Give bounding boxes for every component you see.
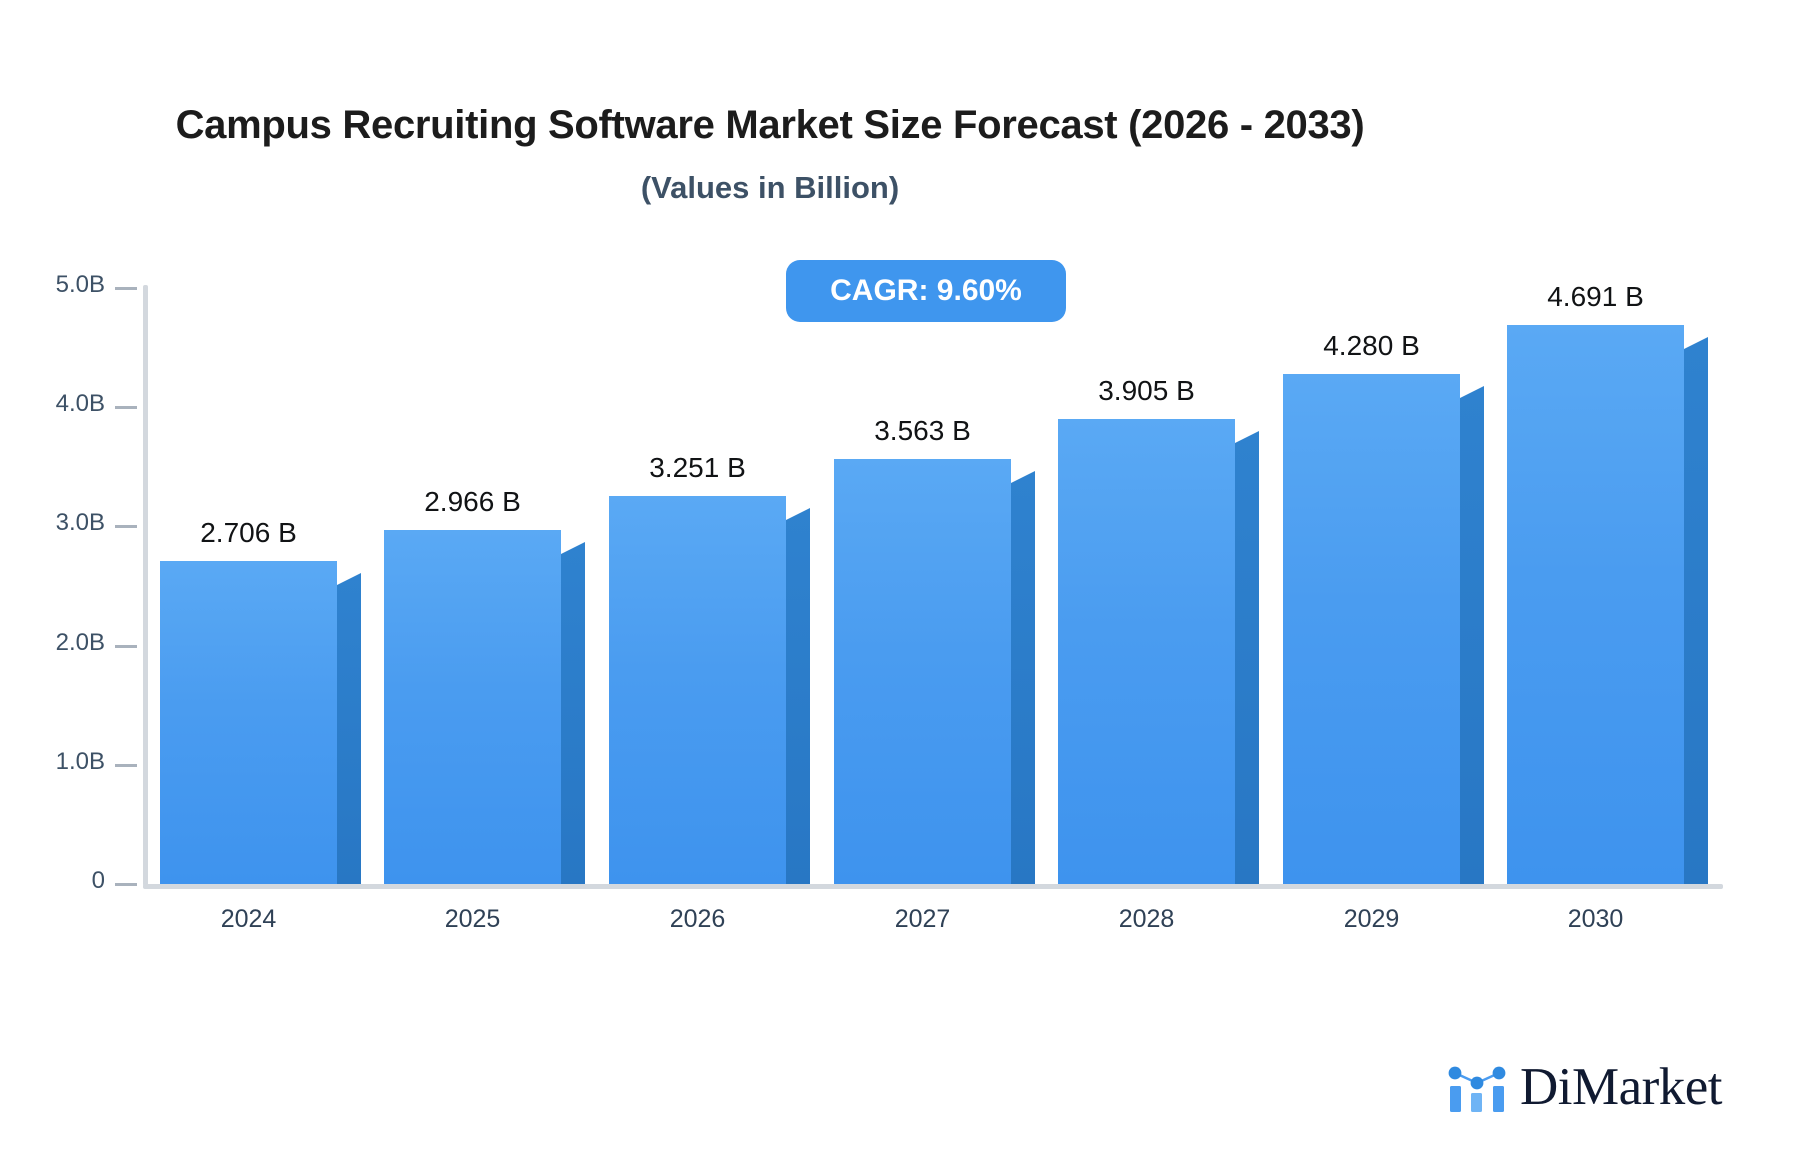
bar-front-face bbox=[1507, 325, 1684, 884]
bar-side-face bbox=[1235, 431, 1259, 884]
x-axis-tick-label: 2026 bbox=[669, 905, 726, 933]
dimarket-logo: DiMarket bbox=[1448, 1058, 1723, 1116]
bar: 4.280 B bbox=[1283, 330, 1484, 884]
x-axis-tick-label: 2029 bbox=[1343, 905, 1400, 933]
y-axis-tick-mark bbox=[115, 406, 137, 410]
chart-title: Campus Recruiting Software Market Size F… bbox=[175, 103, 1365, 147]
y-axis-tick-label: 2.0B bbox=[55, 628, 105, 656]
y-axis-tick-mark bbox=[115, 287, 137, 290]
bar-front-face bbox=[1058, 419, 1235, 884]
bar-side-face bbox=[1011, 471, 1035, 884]
bar-front-face bbox=[1283, 374, 1460, 884]
bar-front-face bbox=[384, 530, 561, 884]
x-axis-tick-label: 2024 bbox=[220, 905, 277, 933]
x-axis-tick-label: 2025 bbox=[444, 905, 501, 933]
y-axis-tick-mark bbox=[115, 883, 137, 886]
bar-side-face bbox=[1684, 337, 1708, 884]
chart-subtitle: (Values in Billion) bbox=[640, 170, 900, 205]
y-axis-tick-label: 3.0B bbox=[55, 509, 105, 537]
bar-value-label: 3.905 B bbox=[1098, 375, 1195, 406]
y-axis-tick-label: 5.0B bbox=[55, 271, 105, 298]
y-axis-tick-label: 1.0B bbox=[55, 747, 105, 775]
bar-side-face bbox=[561, 542, 585, 884]
bar-value-label: 3.563 B bbox=[874, 415, 971, 446]
x-axis-tick-label: 2027 bbox=[894, 905, 951, 933]
bar: 3.563 B bbox=[834, 415, 1035, 884]
y-axis-tick-mark bbox=[115, 525, 137, 529]
x-axis-tick-label: 2030 bbox=[1567, 905, 1624, 933]
y-axis-tick-label: 0 bbox=[91, 867, 105, 894]
bar-front-face bbox=[160, 561, 337, 884]
cagr-badge: CAGR: 9.60% bbox=[786, 260, 1066, 322]
bar-value-label: 4.691 B bbox=[1547, 281, 1644, 312]
x-axis-tick-label: 2028 bbox=[1118, 905, 1175, 933]
y-axis-line bbox=[143, 285, 148, 886]
bar-front-face bbox=[609, 496, 786, 884]
bar-value-label: 2.966 B bbox=[424, 486, 521, 517]
bar-value-label: 3.251 B bbox=[649, 452, 746, 483]
bar-value-label: 2.706 B bbox=[200, 517, 297, 548]
bar-side-face bbox=[1460, 386, 1484, 884]
bar: 2.966 B bbox=[384, 486, 585, 884]
bar: 3.905 B bbox=[1058, 375, 1259, 884]
bar-chart-logo-icon bbox=[1448, 1066, 1506, 1112]
bar: 3.251 B bbox=[609, 452, 810, 884]
bar-side-face bbox=[337, 573, 361, 884]
y-axis-tick-label: 4.0B bbox=[55, 390, 105, 418]
bar: 2.706 B bbox=[160, 517, 361, 884]
bar-front-face bbox=[834, 459, 1011, 884]
y-axis-tick-mark bbox=[115, 763, 137, 767]
y-axis-tick-mark bbox=[115, 644, 137, 648]
bar: 4.691 B bbox=[1507, 281, 1708, 884]
bar-value-label: 4.280 B bbox=[1323, 330, 1420, 361]
logo-wordmark: DiMarket bbox=[1519, 1058, 1723, 1116]
x-axis-line bbox=[143, 884, 1723, 889]
bar-side-face bbox=[786, 508, 810, 884]
